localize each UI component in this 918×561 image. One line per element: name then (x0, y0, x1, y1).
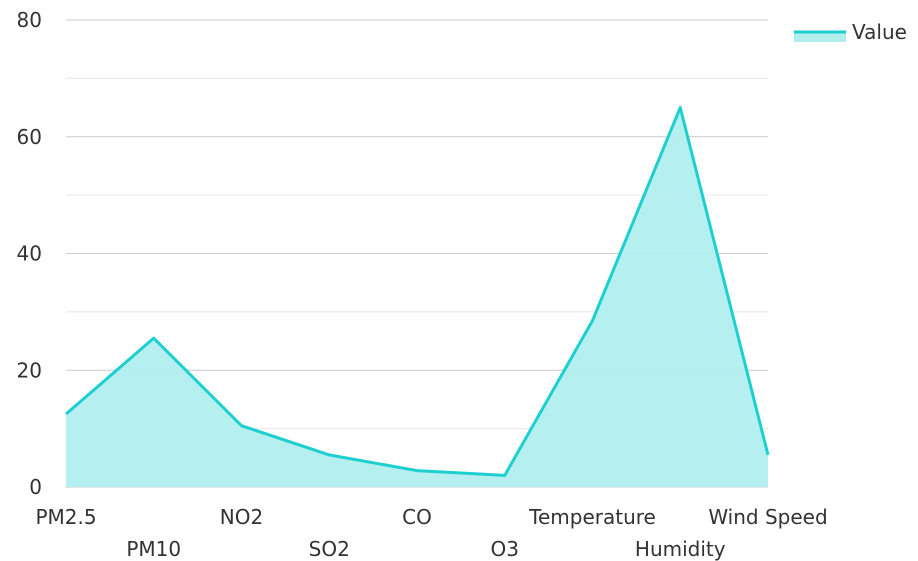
area-fill-value (66, 107, 768, 487)
y-tick-label: 80 (17, 8, 42, 32)
data-point (678, 106, 682, 110)
x-tick-label: Wind Speed (708, 505, 827, 529)
y-tick-label: 40 (17, 242, 42, 266)
data-point (415, 469, 419, 473)
data-point (766, 453, 770, 457)
x-tick-label: PM2.5 (35, 505, 96, 529)
data-point (591, 319, 595, 323)
legend-swatch (794, 32, 846, 42)
data-point (240, 424, 244, 428)
y-tick-label: 60 (17, 125, 42, 149)
legend-label: Value (852, 20, 907, 44)
data-point (64, 412, 68, 416)
series-line-value (65, 106, 770, 477)
legend: Value (794, 20, 907, 44)
x-tick-label: SO2 (309, 537, 350, 561)
x-axis-ticks: PM2.5 PM10 NO2 SO2 CO O3 Temperature Humidity Wi… (35, 505, 827, 561)
y-axis-ticks: 0 20 40 60 80 (17, 8, 42, 499)
data-point (503, 473, 507, 477)
x-tick-label: NO2 (220, 505, 263, 529)
data-point (152, 336, 156, 340)
x-tick-label: CO (402, 505, 432, 529)
x-tick-label: Temperature (528, 505, 656, 529)
x-tick-label: O3 (491, 537, 519, 561)
x-tick-label: PM10 (126, 537, 181, 561)
y-tick-label: 20 (17, 358, 42, 382)
x-tick-label: Humidity (635, 537, 726, 561)
data-point (327, 453, 331, 457)
y-tick-label: 0 (29, 475, 42, 499)
